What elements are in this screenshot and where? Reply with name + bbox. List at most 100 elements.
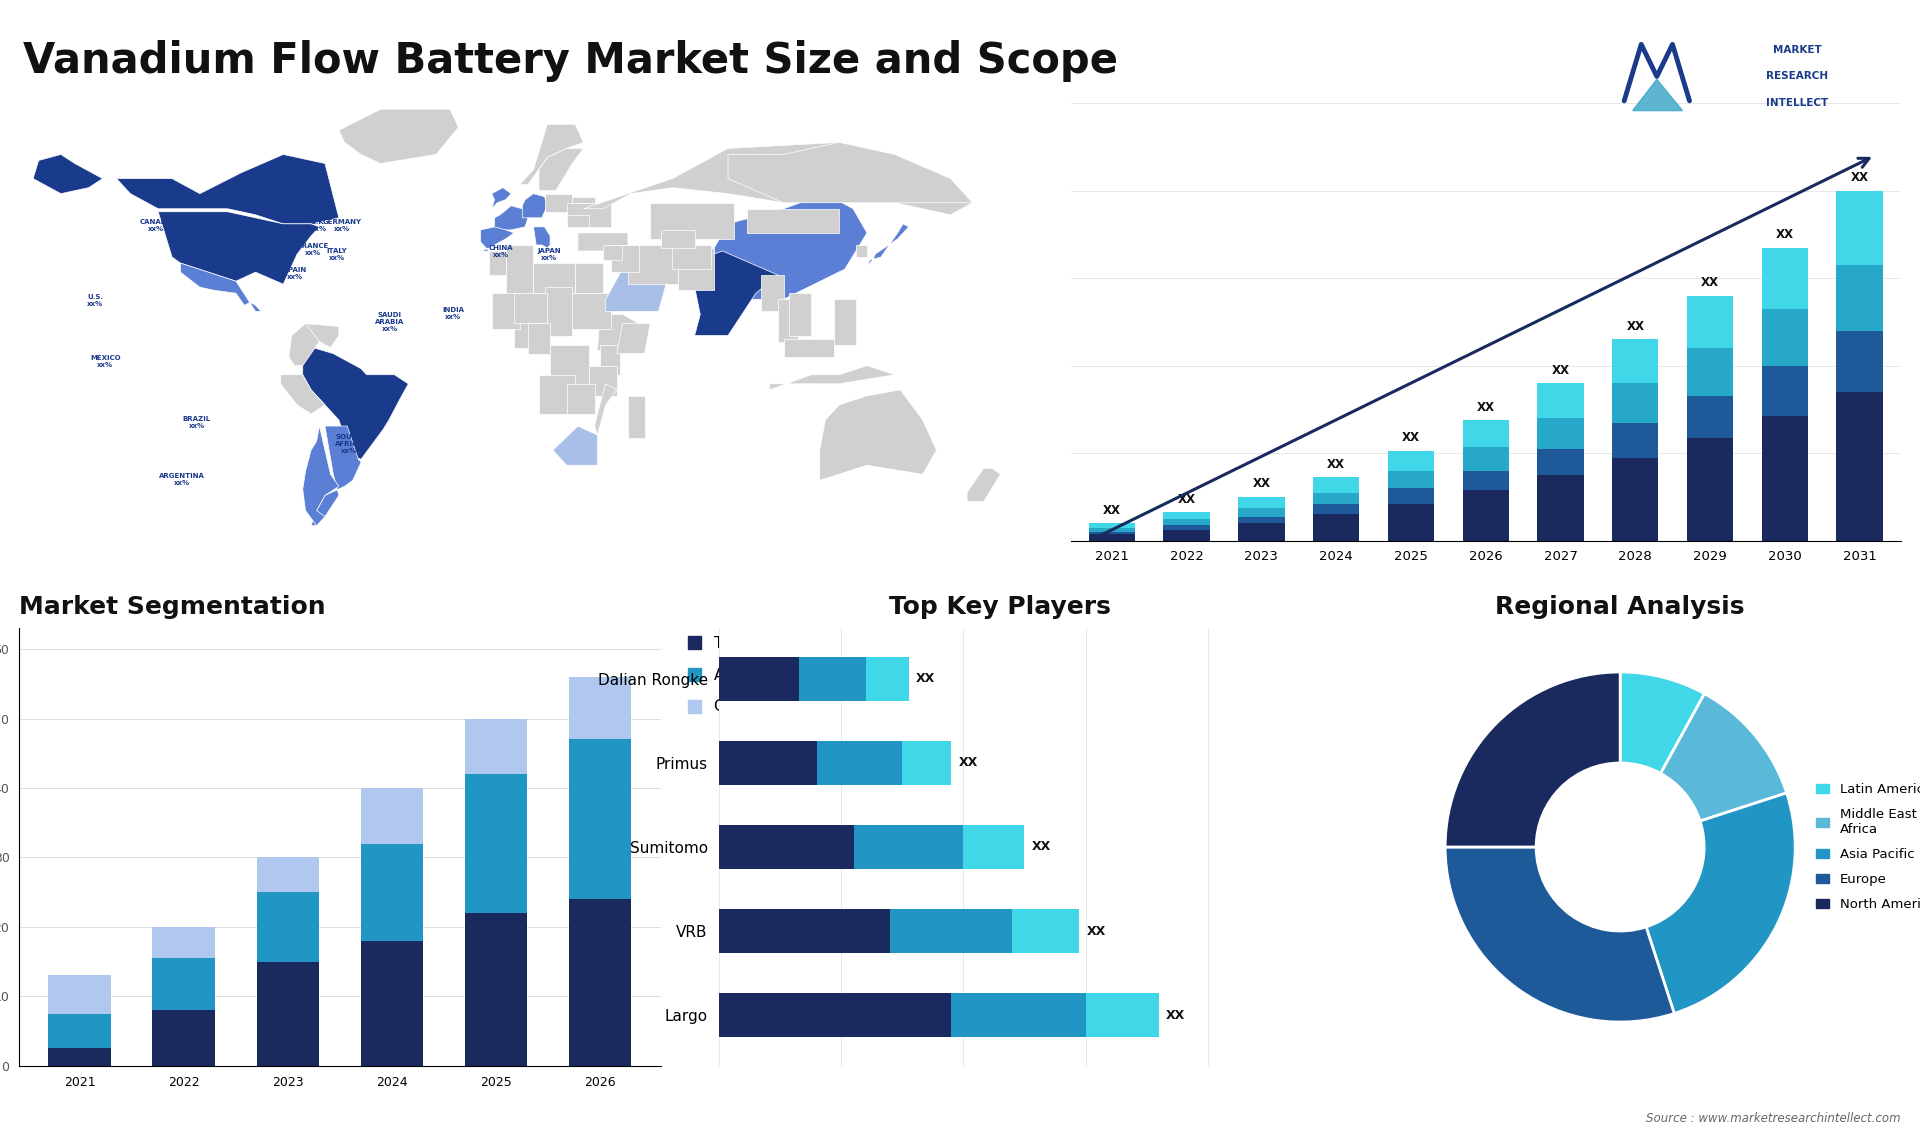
Bar — [257, 892, 319, 961]
Polygon shape — [515, 317, 545, 347]
Text: XX: XX — [1476, 401, 1496, 414]
Bar — [361, 843, 422, 941]
Text: INDIA
xx%: INDIA xx% — [442, 307, 465, 320]
Polygon shape — [601, 345, 620, 375]
Text: XX: XX — [1776, 228, 1793, 241]
Text: MEXICO
xx%: MEXICO xx% — [90, 355, 121, 368]
Bar — [1613, 339, 1659, 383]
Bar — [1613, 383, 1659, 423]
Text: XX: XX — [958, 756, 977, 769]
Polygon shape — [572, 197, 595, 203]
Bar — [1164, 519, 1210, 525]
Wedge shape — [1446, 672, 1620, 847]
Polygon shape — [770, 366, 895, 390]
Text: Market Segmentation: Market Segmentation — [19, 595, 326, 619]
Bar — [818, 741, 902, 785]
Bar — [964, 825, 1025, 869]
Bar — [1688, 397, 1734, 438]
Bar — [1463, 490, 1509, 541]
Bar — [568, 739, 632, 900]
Bar — [152, 927, 215, 958]
Text: ITALY
xx%: ITALY xx% — [326, 248, 348, 260]
Polygon shape — [528, 323, 551, 354]
Wedge shape — [1446, 847, 1674, 1022]
Text: GERMANY
xx%: GERMANY xx% — [323, 219, 361, 233]
Polygon shape — [545, 194, 572, 212]
Polygon shape — [288, 323, 319, 366]
Bar — [1463, 447, 1509, 471]
Bar — [902, 741, 950, 785]
Polygon shape — [33, 155, 102, 194]
Polygon shape — [566, 293, 611, 329]
Bar — [1238, 508, 1284, 517]
Text: XX: XX — [1851, 171, 1868, 185]
Legend: Latin America, Middle East &
Africa, Asia Pacific, Europe, North America: Latin America, Middle East & Africa, Asi… — [1811, 778, 1920, 916]
Polygon shape — [616, 323, 651, 354]
Bar — [1837, 392, 1884, 541]
Polygon shape — [728, 142, 973, 203]
Bar — [48, 1049, 111, 1066]
Polygon shape — [551, 345, 589, 395]
Polygon shape — [553, 426, 597, 465]
Polygon shape — [589, 366, 616, 395]
Text: XX: XX — [1087, 925, 1106, 937]
Polygon shape — [611, 245, 639, 272]
Polygon shape — [628, 245, 678, 284]
Polygon shape — [762, 275, 783, 312]
Text: XX: XX — [1626, 320, 1644, 332]
Polygon shape — [505, 245, 534, 305]
Polygon shape — [540, 148, 584, 190]
Polygon shape — [603, 245, 622, 260]
Bar — [1164, 512, 1210, 519]
Bar — [1763, 248, 1809, 308]
Polygon shape — [566, 384, 595, 414]
Text: SPAIN
xx%: SPAIN xx% — [284, 267, 307, 281]
Text: XX: XX — [916, 673, 935, 685]
Bar — [1164, 525, 1210, 529]
Text: Vanadium Flow Battery Market Size and Scope: Vanadium Flow Battery Market Size and Sc… — [23, 40, 1117, 83]
Bar — [1688, 348, 1734, 397]
Polygon shape — [783, 338, 833, 356]
Text: CANADA
xx%: CANADA xx% — [140, 219, 173, 233]
Bar — [152, 958, 215, 1011]
Bar — [465, 719, 528, 774]
Polygon shape — [695, 251, 778, 336]
Bar — [866, 657, 908, 700]
Bar — [720, 657, 799, 700]
Polygon shape — [303, 414, 338, 526]
Polygon shape — [778, 299, 797, 342]
Polygon shape — [524, 227, 551, 248]
Bar — [1837, 331, 1884, 392]
Bar — [1388, 503, 1434, 541]
Polygon shape — [492, 188, 511, 209]
Polygon shape — [566, 214, 589, 227]
Bar — [720, 741, 818, 785]
Text: FRANCE
xx%: FRANCE xx% — [298, 243, 328, 257]
Bar — [465, 913, 528, 1066]
Bar — [1613, 457, 1659, 541]
Polygon shape — [628, 395, 645, 438]
Bar — [1388, 488, 1434, 503]
Wedge shape — [1661, 693, 1788, 821]
Bar — [152, 1011, 215, 1066]
Polygon shape — [117, 155, 338, 223]
Polygon shape — [714, 194, 868, 299]
Polygon shape — [280, 375, 324, 414]
Polygon shape — [968, 469, 1000, 502]
Text: XX: XX — [1031, 840, 1050, 854]
Polygon shape — [540, 375, 576, 414]
Polygon shape — [576, 264, 603, 293]
Bar — [361, 788, 422, 843]
Bar — [1688, 438, 1734, 541]
Polygon shape — [566, 203, 611, 227]
Polygon shape — [522, 194, 547, 218]
Bar — [1463, 421, 1509, 447]
Polygon shape — [660, 230, 695, 248]
Bar — [257, 857, 319, 892]
Polygon shape — [789, 293, 812, 336]
Polygon shape — [578, 233, 628, 251]
Bar — [257, 961, 319, 1066]
Bar — [1763, 416, 1809, 541]
Text: XX: XX — [1701, 276, 1718, 289]
Bar — [854, 825, 964, 869]
